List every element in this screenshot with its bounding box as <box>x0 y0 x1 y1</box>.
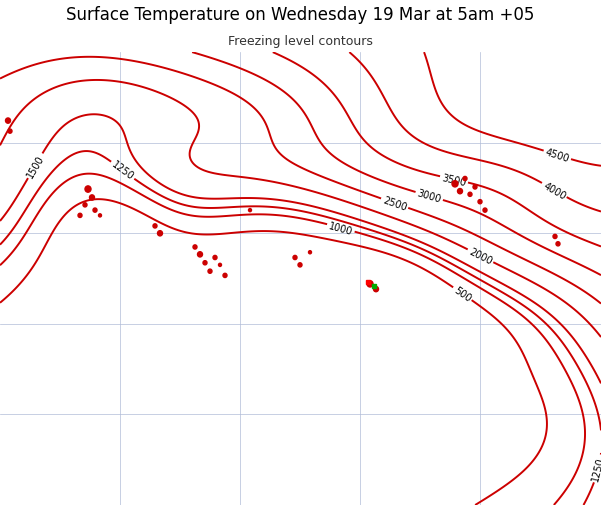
Circle shape <box>463 177 467 181</box>
Circle shape <box>90 195 94 200</box>
Circle shape <box>298 263 302 268</box>
Circle shape <box>93 209 97 213</box>
Circle shape <box>193 245 197 249</box>
Text: 2000: 2000 <box>467 246 494 266</box>
Circle shape <box>219 264 222 267</box>
Circle shape <box>83 204 87 208</box>
Circle shape <box>452 181 458 187</box>
Text: Freezing level contours: Freezing level contours <box>228 35 373 48</box>
Text: 3500: 3500 <box>441 172 467 187</box>
Text: 1500: 1500 <box>25 154 46 179</box>
Circle shape <box>478 200 482 205</box>
Text: Surface Temperature on Wednesday 19 Mar at 5am +05: Surface Temperature on Wednesday 19 Mar … <box>66 6 535 24</box>
Circle shape <box>293 256 297 260</box>
Circle shape <box>8 130 12 134</box>
Circle shape <box>473 185 477 190</box>
Circle shape <box>308 251 311 255</box>
Circle shape <box>483 209 487 213</box>
Circle shape <box>85 186 91 193</box>
Circle shape <box>223 274 227 278</box>
Circle shape <box>468 193 472 197</box>
Circle shape <box>457 189 463 194</box>
Circle shape <box>553 235 557 239</box>
Text: 2500: 2500 <box>381 195 408 213</box>
Text: 1250: 1250 <box>590 456 601 482</box>
Circle shape <box>373 287 379 292</box>
Text: 3000: 3000 <box>416 188 442 205</box>
Circle shape <box>367 281 373 287</box>
Text: 1000: 1000 <box>328 220 354 236</box>
Text: 4000: 4000 <box>541 180 567 201</box>
Circle shape <box>203 261 207 265</box>
Circle shape <box>198 252 203 258</box>
Circle shape <box>99 214 102 218</box>
Text: 4500: 4500 <box>544 147 570 164</box>
Text: 500: 500 <box>452 285 473 304</box>
Circle shape <box>213 256 217 260</box>
Circle shape <box>208 270 212 274</box>
Circle shape <box>556 242 560 246</box>
Circle shape <box>78 214 82 218</box>
Text: 1250: 1250 <box>110 160 136 182</box>
Circle shape <box>153 224 157 229</box>
Circle shape <box>5 119 10 124</box>
Circle shape <box>157 231 162 236</box>
Circle shape <box>248 209 251 212</box>
